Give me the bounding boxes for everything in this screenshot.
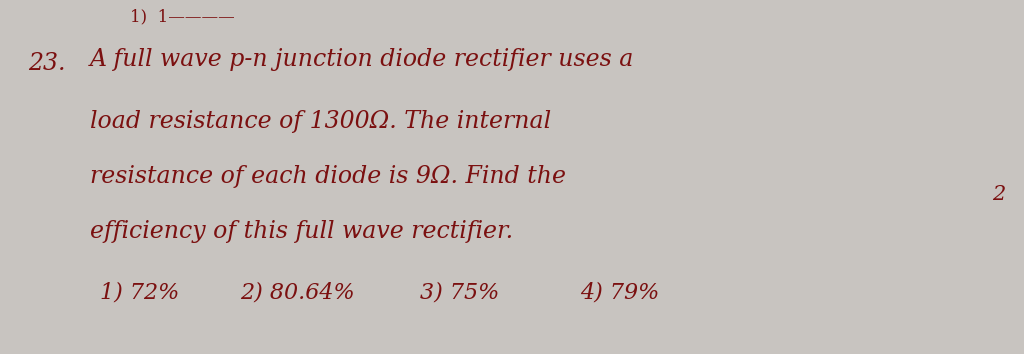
Text: load resistance of 1300Ω. The internal: load resistance of 1300Ω. The internal bbox=[90, 110, 551, 133]
Text: A full wave p-n junction diode rectifier uses a: A full wave p-n junction diode rectifier… bbox=[90, 48, 635, 71]
Text: 4) 79%: 4) 79% bbox=[580, 282, 659, 304]
Text: efficiency of this full wave rectifier.: efficiency of this full wave rectifier. bbox=[90, 220, 513, 243]
Text: 2: 2 bbox=[992, 185, 1005, 204]
Text: 3) 75%: 3) 75% bbox=[420, 282, 500, 304]
Text: 2) 80.64%: 2) 80.64% bbox=[240, 282, 354, 304]
Text: resistance of each diode is 9Ω. Find the: resistance of each diode is 9Ω. Find the bbox=[90, 165, 566, 188]
Text: 23.: 23. bbox=[28, 52, 66, 75]
Text: 1)  1————: 1) 1———— bbox=[130, 8, 234, 25]
Text: 1) 72%: 1) 72% bbox=[100, 282, 179, 304]
